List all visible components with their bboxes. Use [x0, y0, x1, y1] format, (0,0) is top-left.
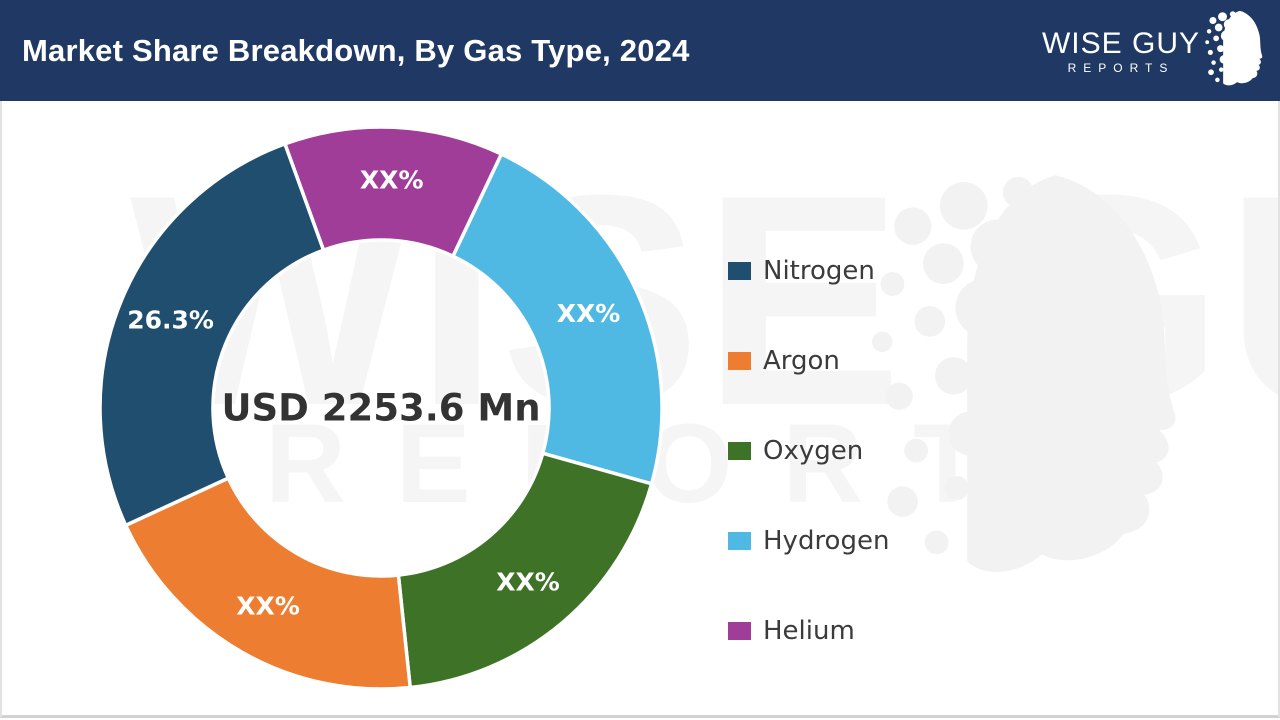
segment-label-hydrogen: XX% [557, 299, 621, 328]
segment-label-nitrogen: 26.3% [127, 306, 214, 335]
wiseguy-face-watermark-icon [855, 165, 1195, 607]
brand-logo-wordmark: WISE GUY [1041, 26, 1200, 60]
brand-logo: WISE GUY REPORTS [1042, 9, 1266, 92]
segment-label-argon: XX% [236, 592, 300, 621]
legend-item-argon: Argon [728, 344, 889, 378]
brand-logo-subtext: REPORTS [1067, 60, 1175, 75]
brand-logo-text: WISE GUY REPORTS [1042, 27, 1200, 75]
donut-segment-oxygen [396, 451, 654, 690]
segment-label-oxygen: XX% [496, 568, 560, 597]
wiseguy-face-icon [1202, 9, 1266, 92]
legend-label-argon: Argon [763, 346, 840, 376]
legend-swatch-oxygen [728, 442, 751, 460]
donut-segment-labels: XX% XX% XX% XX% 26.3% [127, 166, 620, 621]
legend-label-hydrogen: Hydrogen [763, 526, 890, 556]
legend-swatch-argon [728, 352, 751, 370]
left-border [0, 101, 2, 717]
donut-center-value: USD 2253.6 Mn [221, 387, 540, 430]
donut-segments [98, 125, 664, 691]
legend-item-helium: Helium [728, 614, 889, 648]
legend-item-nitrogen: Nitrogen [728, 254, 889, 288]
legend-item-oxygen: Oxygen [728, 434, 889, 468]
footer-divider [0, 715, 1280, 718]
legend-label-oxygen: Oxygen [763, 436, 864, 466]
donut-segment-nitrogen [98, 142, 326, 528]
legend-item-hydrogen: Hydrogen [728, 524, 889, 558]
right-border [1278, 101, 1280, 717]
donut-segment-hydrogen [451, 152, 664, 486]
legend-swatch-hydrogen [728, 532, 751, 550]
app-header: Market Share Breakdown, By Gas Type, 202… [0, 0, 1280, 101]
legend-label-nitrogen: Nitrogen [763, 256, 875, 286]
chart-legend: Nitrogen Argon Oxygen Hydrogen Helium [728, 254, 889, 704]
segment-label-helium: XX% [360, 166, 424, 195]
legend-swatch-helium [728, 622, 751, 640]
page-title: Market Share Breakdown, By Gas Type, 202… [22, 32, 690, 68]
legend-swatch-nitrogen [728, 262, 751, 280]
legend-label-helium: Helium [763, 616, 855, 646]
donut-segment-argon [123, 476, 412, 691]
